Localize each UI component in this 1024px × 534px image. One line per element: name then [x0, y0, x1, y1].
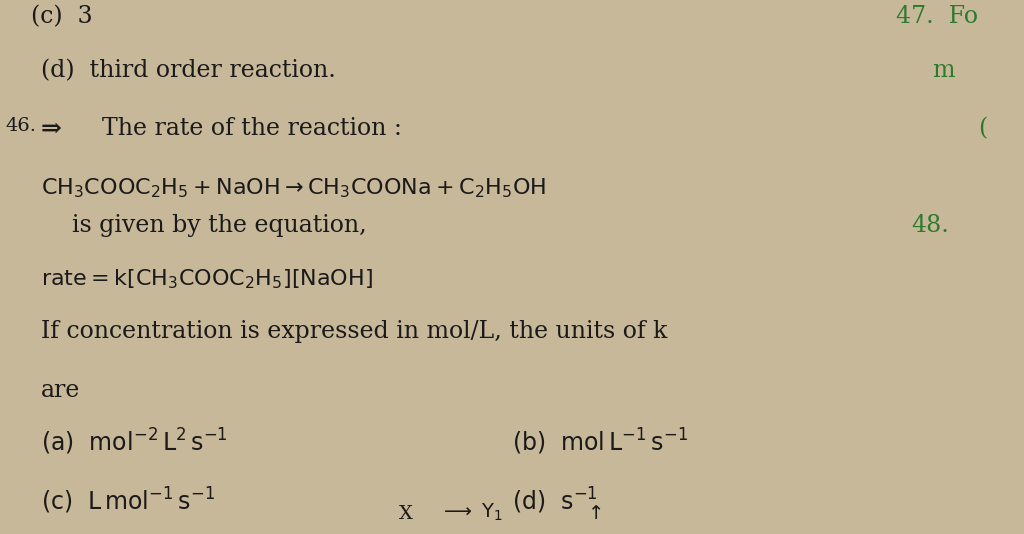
Text: 47.  Fo: 47. Fo [896, 5, 978, 28]
Text: is given by the equation,: is given by the equation, [72, 214, 367, 237]
Text: (d)  third order reaction.: (d) third order reaction. [41, 59, 336, 82]
Text: (d)  $\mathrm{s^{-1}}$: (d) $\mathrm{s^{-1}}$ [512, 486, 598, 516]
Text: ⇒: ⇒ [41, 117, 62, 142]
Text: (a)  $\mathrm{mol^{-2}\, L^{2}\, s^{-1}}$: (a) $\mathrm{mol^{-2}\, L^{2}\, s^{-1}}$ [41, 427, 227, 458]
Text: If concentration is expressed in mol/L, the units of k: If concentration is expressed in mol/L, … [41, 320, 668, 343]
Text: X: X [399, 505, 414, 523]
Text: m: m [932, 59, 954, 82]
Text: The rate of the reaction :: The rate of the reaction : [102, 117, 402, 140]
Text: (: ( [978, 117, 987, 140]
Text: $\longrightarrow$ Y$_1$: $\longrightarrow$ Y$_1$ [440, 502, 504, 523]
Text: $\mathrm{CH_3COOC_2H_5 + NaOH \rightarrow CH_3COONa + C_2H_5OH}$: $\mathrm{CH_3COOC_2H_5 + NaOH \rightarro… [41, 176, 546, 200]
Text: (c)  $\mathrm{L\, mol^{-1}\, s^{-1}}$: (c) $\mathrm{L\, mol^{-1}\, s^{-1}}$ [41, 486, 215, 516]
Text: are: are [41, 379, 80, 402]
Text: (c)  3: (c) 3 [31, 5, 92, 28]
Text: 48.: 48. [911, 214, 949, 237]
Text: (b)  $\mathrm{mol\, L^{-1}\, s^{-1}}$: (b) $\mathrm{mol\, L^{-1}\, s^{-1}}$ [512, 427, 688, 458]
Text: $\mathrm{rate = k[CH_3COOC_2H_5][NaOH]}$: $\mathrm{rate = k[CH_3COOC_2H_5][NaOH]}$ [41, 267, 373, 290]
Text: $\uparrow$: $\uparrow$ [584, 504, 602, 523]
Text: 46.: 46. [5, 117, 36, 136]
